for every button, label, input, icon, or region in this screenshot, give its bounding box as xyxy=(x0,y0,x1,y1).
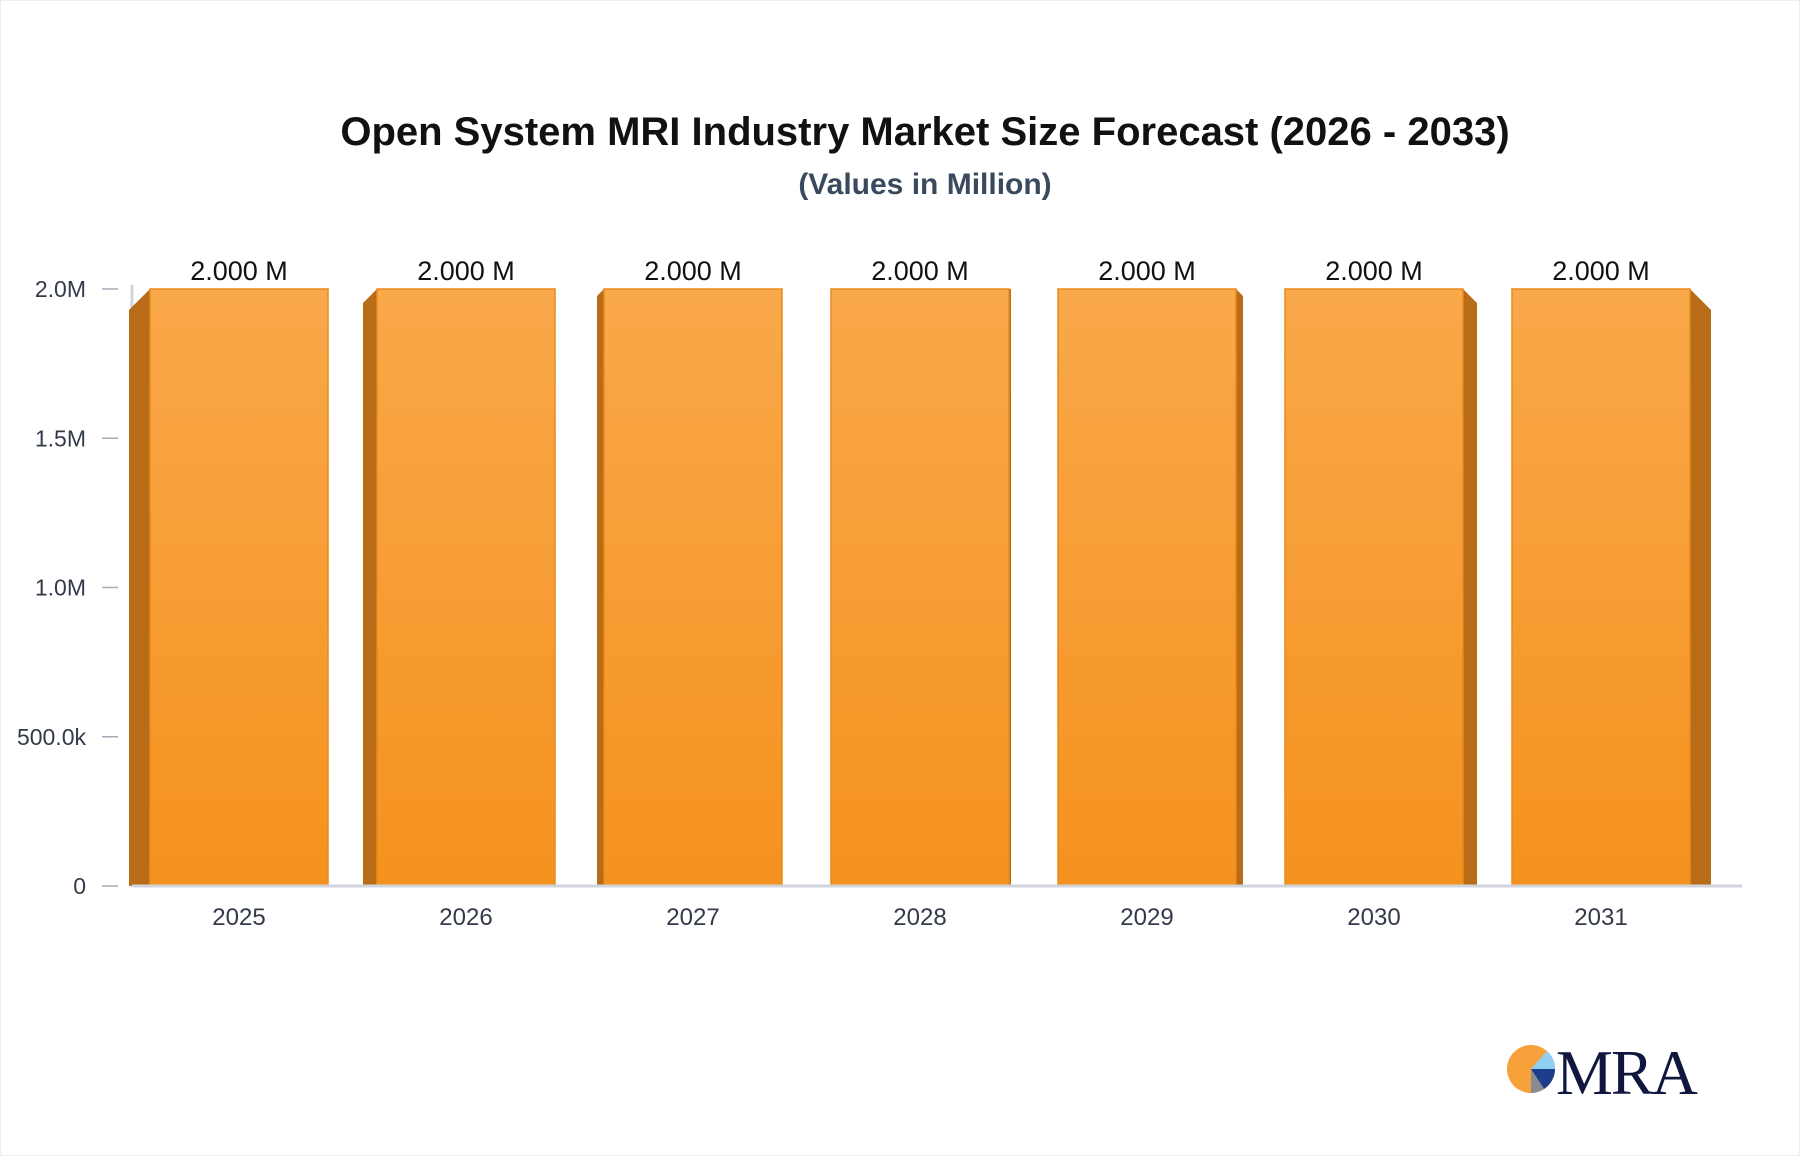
x-tick-label: 2028 xyxy=(893,904,946,931)
bar-side xyxy=(1463,289,1477,886)
y-tick-label: 1.5M xyxy=(35,425,86,451)
y-tick-label: 0 xyxy=(73,873,86,899)
bar-side xyxy=(1236,289,1243,886)
bar xyxy=(149,288,329,887)
x-tick-label: 2027 xyxy=(666,904,719,931)
mra-logo: MRA xyxy=(1506,1037,1706,1108)
data-label: 2.000 M xyxy=(871,256,969,286)
data-label: 2.000 M xyxy=(1098,256,1196,286)
bar-side xyxy=(129,289,150,886)
logo-text: MRA xyxy=(1556,1037,1698,1108)
bar xyxy=(603,288,783,887)
y-tick-label: 2.0M xyxy=(35,276,86,302)
bar xyxy=(1511,288,1691,887)
x-tick-label: 2029 xyxy=(1120,904,1173,931)
x-tick-label: 2025 xyxy=(212,904,265,931)
data-label: 2.000 M xyxy=(1325,256,1423,286)
chart-title: Open System MRI Industry Market Size For… xyxy=(340,110,1510,154)
x-tick-label: 2031 xyxy=(1574,904,1627,931)
data-label: 2.000 M xyxy=(644,256,742,286)
data-label: 2.000 M xyxy=(1552,256,1650,286)
chart-subtitle: (Values in Million) xyxy=(798,168,1052,201)
bar-side xyxy=(363,289,377,886)
x-tick-label: 2030 xyxy=(1347,904,1400,931)
y-tick-label: 1.0M xyxy=(35,575,86,601)
bar xyxy=(376,288,556,887)
bar-side xyxy=(1690,289,1711,886)
bar-side xyxy=(597,289,604,886)
data-label: 2.000 M xyxy=(417,256,515,286)
x-tick-label: 2026 xyxy=(439,904,492,931)
bar xyxy=(830,288,1010,887)
data-label: 2.000 M xyxy=(190,256,288,286)
bar xyxy=(1057,288,1237,887)
y-tick-label: 500.0k xyxy=(17,724,87,750)
bar xyxy=(1284,288,1464,887)
pie-logo-icon xyxy=(1507,1045,1556,1093)
